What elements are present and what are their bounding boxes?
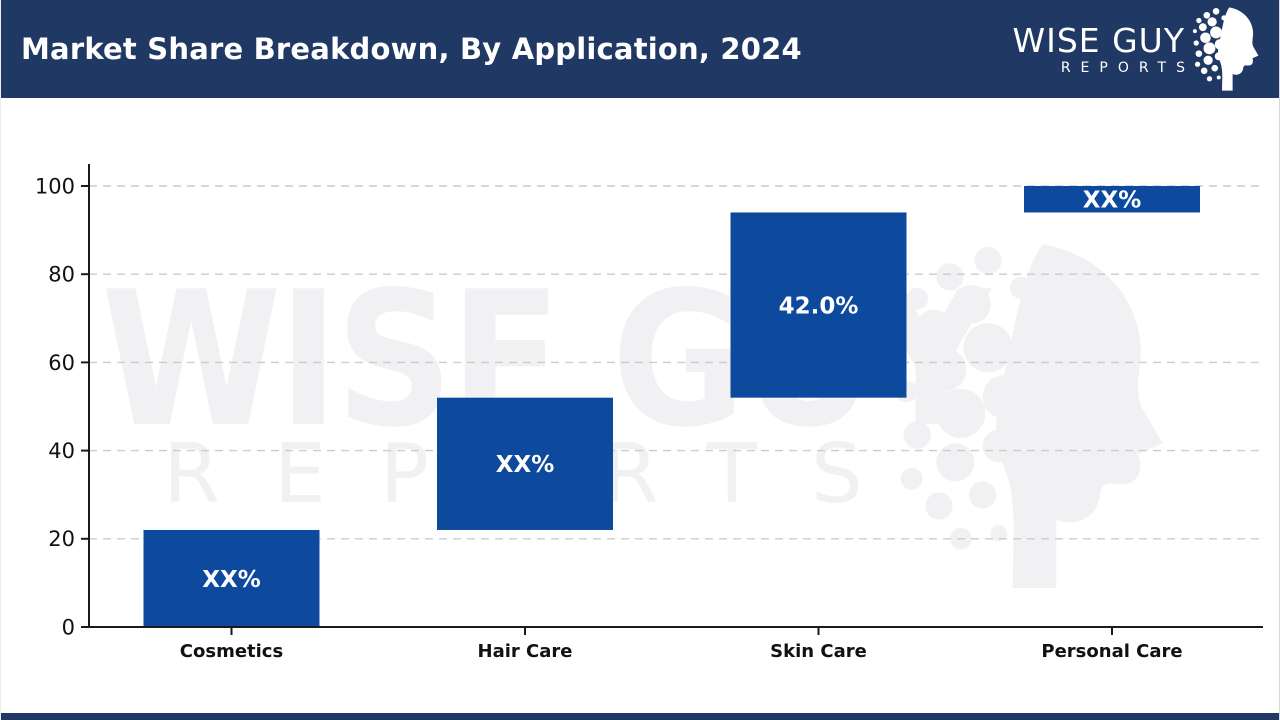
- bar: [730, 212, 907, 398]
- head-dot: [1221, 15, 1227, 21]
- head-dot: [1200, 67, 1208, 75]
- head-dot: [1214, 52, 1223, 61]
- y-tick-label: 100: [35, 174, 75, 198]
- head-dot: [1194, 61, 1201, 67]
- x-axis-label: Skin Care: [770, 641, 867, 662]
- head-dot: [1196, 17, 1202, 24]
- chart-title: Market Share Breakdown, By Application, …: [21, 32, 802, 66]
- wise-guy-reports-logo: WISE GUY REPORTS: [1012, 6, 1263, 92]
- bar: [1024, 186, 1200, 213]
- head-dot: [1207, 17, 1217, 27]
- logo-wordmark: WISE GUY: [1012, 20, 1185, 60]
- head-dot: [1211, 64, 1219, 72]
- head-dot: [1216, 75, 1221, 80]
- y-tick-label: 40: [48, 439, 75, 463]
- x-axis-label: Cosmetics: [180, 641, 283, 662]
- head-dot: [1200, 32, 1211, 44]
- head-dot: [1192, 29, 1197, 34]
- x-axis-label: Personal Care: [1041, 641, 1182, 662]
- footer-band: [1, 713, 1279, 720]
- y-tick-label: 20: [48, 527, 75, 551]
- bar-value-label: 42.0%: [779, 293, 859, 319]
- y-tick-label: 0: [62, 615, 75, 639]
- bar-value-label: XX%: [202, 567, 261, 593]
- head-dot: [1210, 26, 1223, 39]
- head-dot: [1206, 76, 1213, 82]
- logo-text: WISE GUY REPORTS: [1012, 24, 1185, 75]
- y-tick-label: 80: [48, 263, 75, 287]
- head-dot: [1203, 42, 1216, 55]
- head-dot: [1193, 40, 1199, 46]
- head-dot: [1195, 50, 1203, 57]
- bar-value-label: XX%: [1083, 188, 1142, 214]
- bar-value-label: XX%: [496, 452, 555, 478]
- head-dot: [1212, 7, 1220, 15]
- y-tick-label: 60: [48, 351, 75, 375]
- head-dot: [1203, 55, 1213, 65]
- logo-subtitle: REPORTS: [1060, 59, 1195, 76]
- header-band: Market Share Breakdown, By Application, …: [1, 0, 1279, 98]
- logo-head-icon: [1189, 6, 1263, 92]
- bar: [143, 529, 320, 627]
- x-axis-label: Hair Care: [478, 641, 573, 662]
- head-dot: [1198, 23, 1207, 32]
- bar: [437, 397, 613, 530]
- head-profile-glyph: [1192, 7, 1259, 91]
- head-dot: [1214, 39, 1226, 50]
- head-dot: [1203, 11, 1211, 19]
